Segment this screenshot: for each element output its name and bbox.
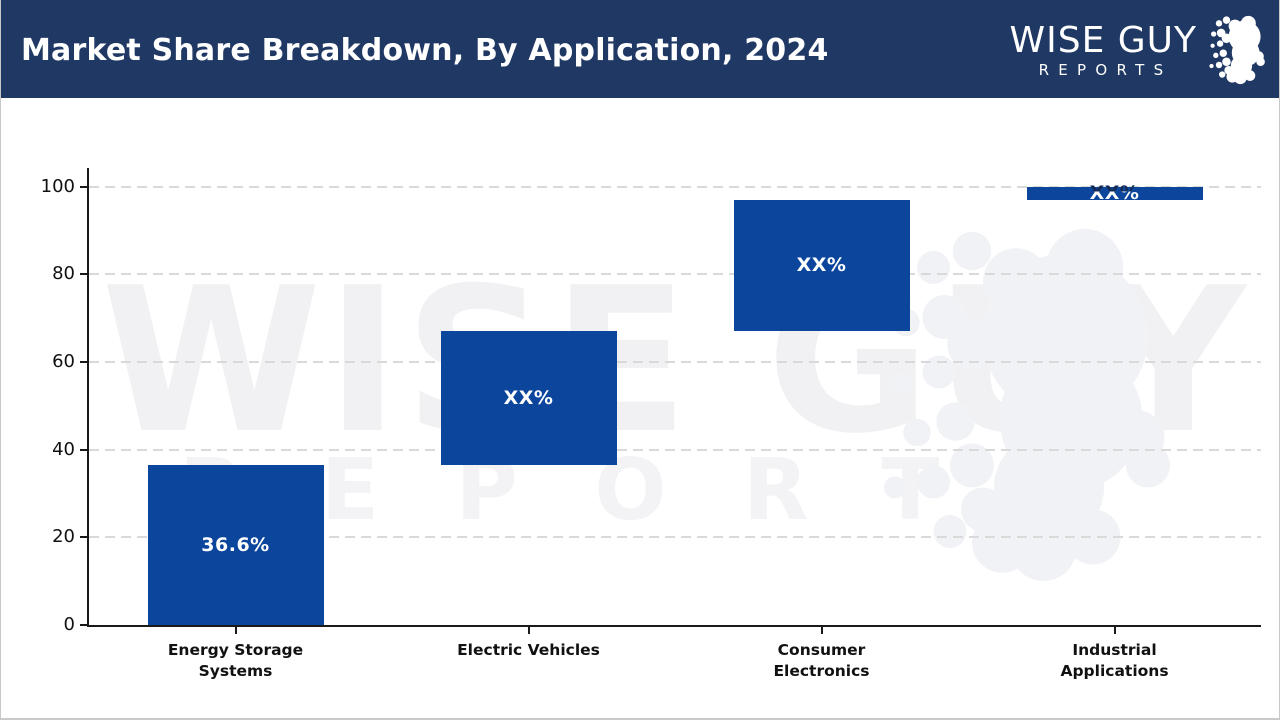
brand-logo: WISE GUY REPORTS bbox=[1010, 6, 1268, 94]
x-tick bbox=[527, 627, 530, 634]
y-gridline bbox=[89, 360, 1261, 363]
bar-value-label: XX% bbox=[503, 386, 554, 409]
x-axis-label: Energy Storage Systems bbox=[167, 641, 304, 680]
y-tick-label: 80 bbox=[52, 263, 75, 285]
y-tick-label: 60 bbox=[52, 350, 75, 372]
x-axis-label: Consumer Electronics bbox=[773, 641, 870, 680]
bar: XX% bbox=[733, 199, 910, 332]
y-tick-label: 40 bbox=[52, 438, 75, 460]
watermark-face-icon bbox=[884, 229, 1170, 581]
y-tick bbox=[80, 448, 87, 451]
y-tick-label: 0 bbox=[63, 614, 75, 635]
bar-value-label: 36.6% bbox=[201, 533, 270, 556]
y-tick bbox=[80, 185, 87, 188]
x-tick bbox=[234, 627, 237, 634]
logo-wordmark: WISE GUY REPORTS bbox=[1009, 19, 1198, 79]
x-axis-label: Industrial Applications bbox=[1060, 641, 1169, 680]
bar: 36.6% bbox=[147, 464, 324, 625]
logo-face-icon bbox=[1209, 15, 1265, 85]
y-tick bbox=[80, 624, 87, 626]
header: Market Share Breakdown, By Application, … bbox=[1, 0, 1279, 98]
y-gridline bbox=[89, 273, 1261, 276]
x-axis-spine bbox=[87, 625, 1261, 627]
y-tick bbox=[80, 273, 87, 276]
bar-value-label: XX% bbox=[796, 254, 847, 277]
x-axis-label: Electric Vehicles bbox=[457, 641, 600, 659]
logo-line2: REPORTS bbox=[1038, 60, 1173, 79]
chart-title: Market Share Breakdown, By Application, … bbox=[21, 33, 829, 68]
y-gridline bbox=[89, 536, 1261, 539]
y-gridline bbox=[89, 185, 1261, 188]
y-tick-label: 100 bbox=[40, 175, 75, 197]
y-tick-label: 20 bbox=[52, 526, 75, 548]
logo-line1: WISE GUY bbox=[1009, 19, 1197, 61]
y-gridline bbox=[89, 448, 1261, 451]
y-tick bbox=[80, 360, 87, 363]
x-tick bbox=[820, 627, 823, 634]
bar-value-label: XX% bbox=[1027, 182, 1203, 204]
y-axis-spine bbox=[87, 168, 89, 627]
x-tick bbox=[1113, 627, 1116, 634]
bar: XX% bbox=[440, 331, 617, 465]
y-tick bbox=[80, 536, 87, 539]
bar: XX% bbox=[1026, 182, 1203, 204]
